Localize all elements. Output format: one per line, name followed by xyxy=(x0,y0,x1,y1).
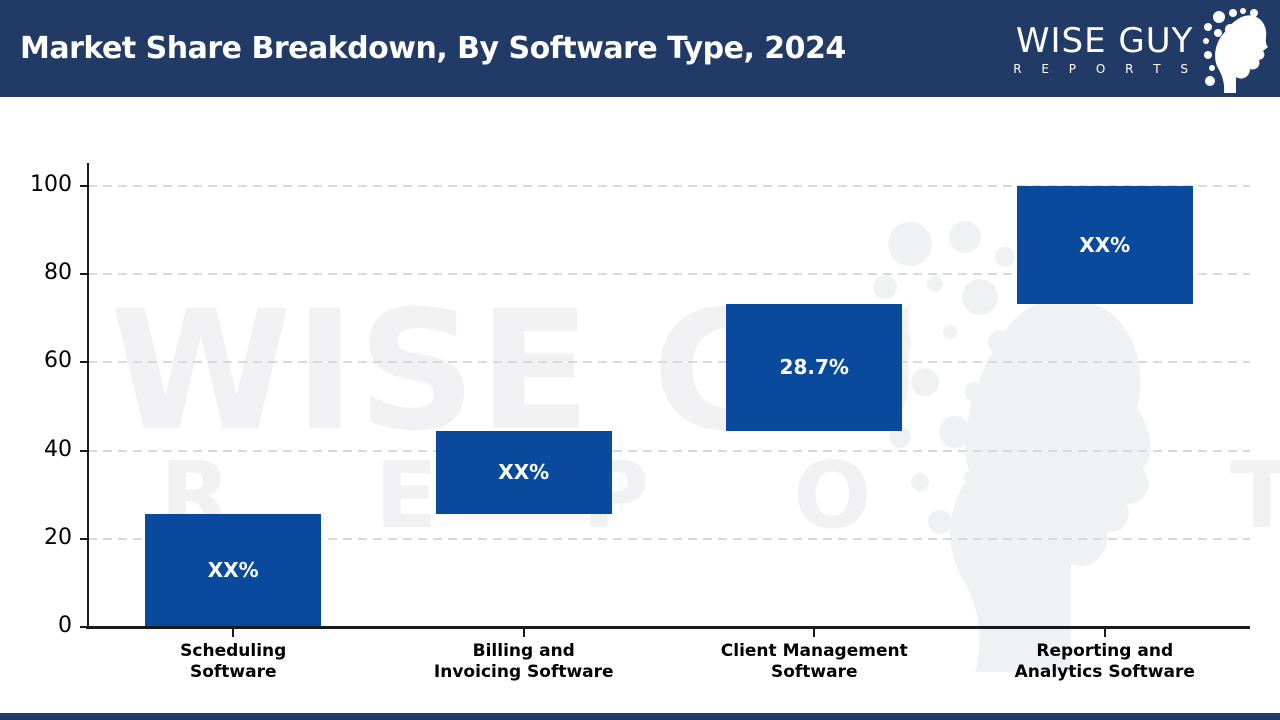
x-category-label: Scheduling Software xyxy=(113,641,353,683)
bar-value-label: XX% xyxy=(207,558,259,583)
x-category-label-line: Invoicing Software xyxy=(433,662,614,682)
y-tick-mark xyxy=(80,537,88,540)
gridline xyxy=(88,361,1250,364)
y-tick-label: 0 xyxy=(58,613,72,638)
y-tick-mark xyxy=(80,273,88,276)
page-title: Market Share Breakdown, By Software Type… xyxy=(20,31,846,66)
x-category-label: Billing and Invoicing Software xyxy=(404,641,644,683)
x-tick-mark xyxy=(813,629,816,637)
bar: XX% xyxy=(435,430,612,514)
brand-logo: WISE GUY R E P O R T S xyxy=(1013,4,1272,94)
x-category-label-line: Analytics Software xyxy=(1014,662,1195,682)
x-tick-mark xyxy=(522,629,525,637)
logo-face-icon xyxy=(1203,8,1268,93)
x-category-label-line: Software xyxy=(770,662,858,682)
y-tick-mark xyxy=(80,449,88,452)
bar: XX% xyxy=(145,513,322,627)
y-tick-label: 60 xyxy=(44,348,72,374)
x-axis-line xyxy=(86,626,1250,629)
header: Market Share Breakdown, By Software Type… xyxy=(0,0,1280,97)
y-tick-mark xyxy=(80,185,88,187)
gridline xyxy=(88,185,1250,187)
chart-area: WISE GU R E P O R T S XX%XX%28.7%XX% 020… xyxy=(0,97,1280,713)
x-category-label-line: Reporting and xyxy=(1036,641,1174,661)
x-tick-mark xyxy=(1103,629,1106,637)
y-tick-label: 40 xyxy=(44,436,72,462)
x-category-label: Reporting and Analytics Software xyxy=(985,641,1225,683)
bar: XX% xyxy=(1016,186,1193,305)
bar-value-label: XX% xyxy=(1079,233,1131,258)
bar: 28.7% xyxy=(726,304,903,431)
y-tick-mark xyxy=(80,626,88,628)
x-category-label-line: Software xyxy=(189,662,277,682)
y-tick-mark xyxy=(80,361,88,364)
gridline xyxy=(88,449,1250,452)
gridline xyxy=(88,273,1250,276)
bar-value-label: XX% xyxy=(498,460,550,485)
x-tick-mark xyxy=(232,629,235,637)
x-category-label-line: Scheduling xyxy=(180,641,287,661)
logo-subtext: R E P O R T S xyxy=(1013,62,1196,76)
x-category-label-line: Client Management xyxy=(720,641,908,661)
logo-wordmark: WISE GUY xyxy=(1015,21,1194,61)
gridline xyxy=(88,537,1250,540)
x-category-label: Client Management Software xyxy=(694,641,934,683)
bar-value-label: 28.7% xyxy=(779,355,849,380)
y-axis-line xyxy=(87,163,89,627)
footer-bar xyxy=(0,713,1280,720)
y-tick-label: 100 xyxy=(30,172,72,197)
y-tick-label: 80 xyxy=(44,260,72,286)
x-category-label-line: Billing and xyxy=(472,641,575,661)
y-tick-label: 20 xyxy=(44,524,72,550)
